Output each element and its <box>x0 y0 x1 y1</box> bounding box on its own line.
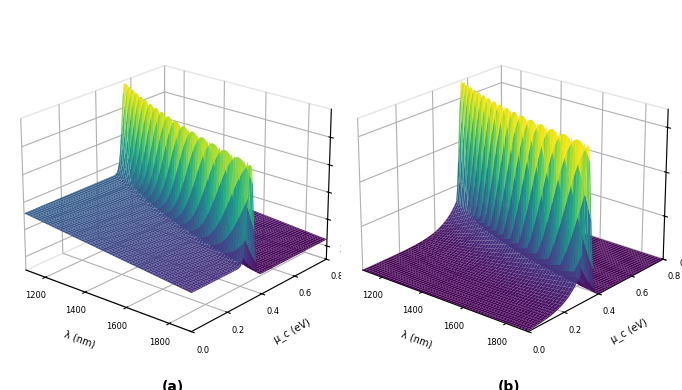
X-axis label: λ (nm): λ (nm) <box>63 329 97 349</box>
Text: (b): (b) <box>498 380 521 390</box>
X-axis label: λ (nm): λ (nm) <box>400 329 434 349</box>
Text: (a): (a) <box>162 380 183 390</box>
Y-axis label: μ_c (eV): μ_c (eV) <box>608 317 649 345</box>
Y-axis label: μ_c (eV): μ_c (eV) <box>272 317 312 345</box>
